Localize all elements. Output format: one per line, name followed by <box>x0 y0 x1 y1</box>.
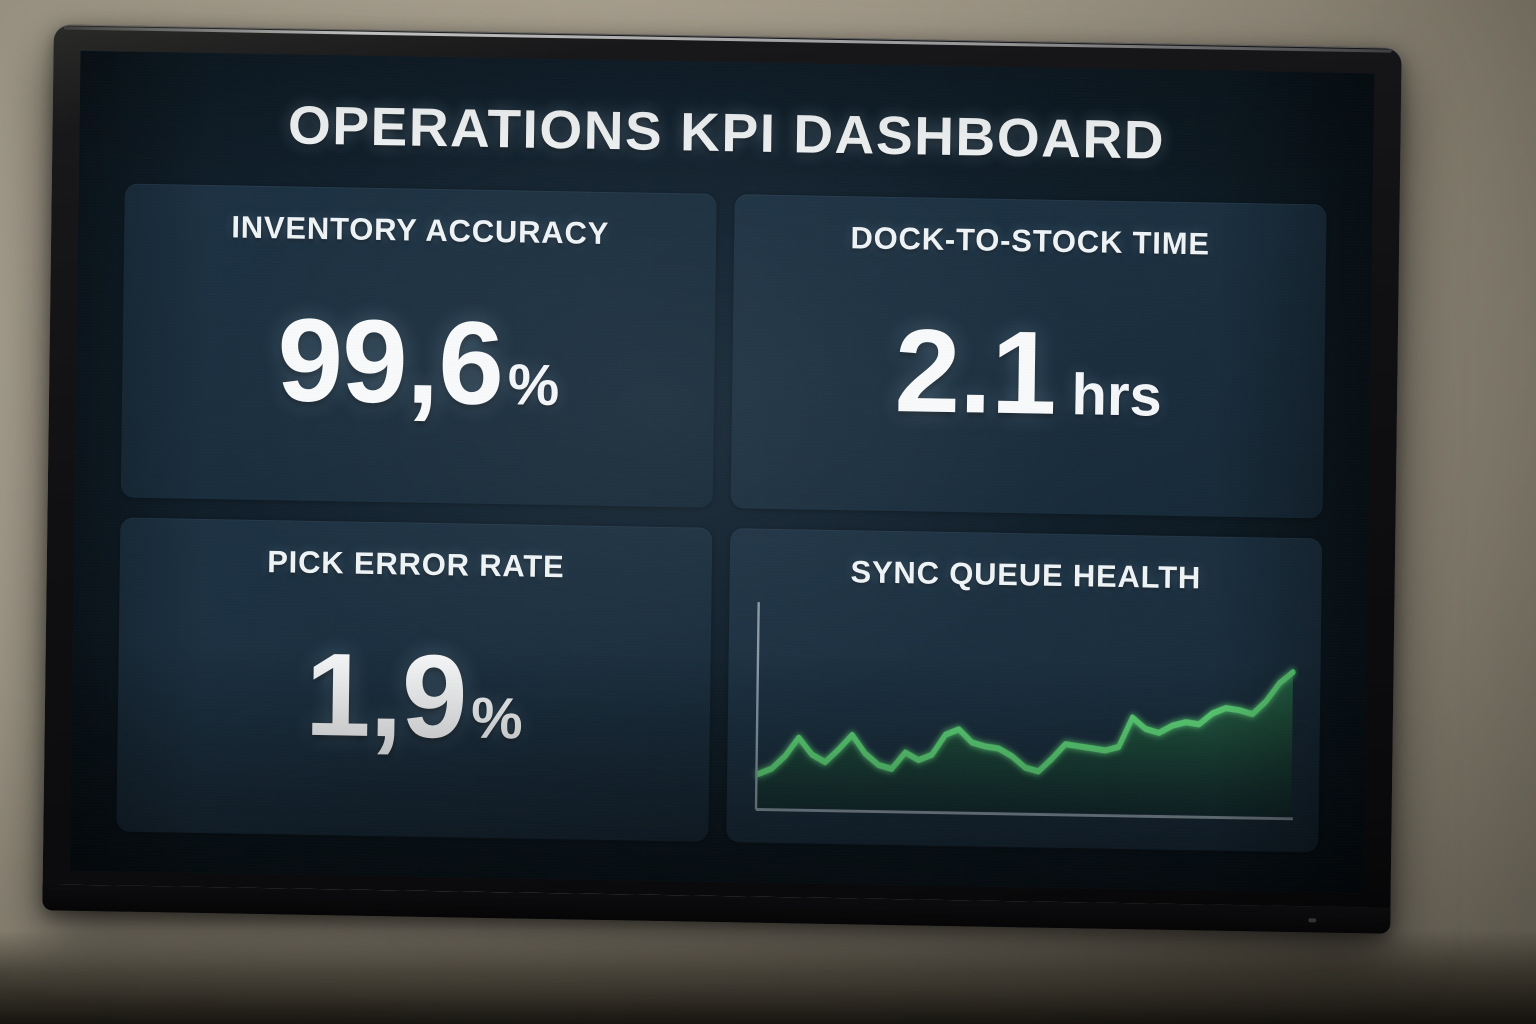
sparkline-area-fill <box>757 672 1294 817</box>
kpi-value-container: 99,6 % <box>143 241 694 486</box>
sync-queue-area-chart <box>754 602 1296 821</box>
kpi-value-row: 1,9 % <box>304 628 524 764</box>
power-led-icon <box>1308 918 1317 923</box>
kpi-unit-pick-error-rate: % <box>470 685 524 752</box>
kpi-label-pick-error-rate: PICK ERROR RATE <box>266 544 565 585</box>
kpi-unit-inventory-accuracy: % <box>507 352 560 419</box>
kpi-value-row: 2.1 hrs <box>893 305 1163 441</box>
monitor: OPERATIONS KPI DASHBOARD INVENTORY ACCUR… <box>42 24 1402 934</box>
kpi-value-pick-error-rate: 1,9 <box>304 628 468 764</box>
chart-y-axis <box>754 602 760 810</box>
monitor-screen: OPERATIONS KPI DASHBOARD INVENTORY ACCUR… <box>69 50 1375 894</box>
kpi-value-dock-to-stock-time: 2.1 <box>893 305 1057 441</box>
kpi-value-row: 99,6 % <box>276 294 561 431</box>
kpi-card-inventory-accuracy[interactable]: INVENTORY ACCURACY 99,6 % <box>120 183 717 508</box>
kpi-dashboard: OPERATIONS KPI DASHBOARD INVENTORY ACCUR… <box>70 51 1375 894</box>
kpi-value-inventory-accuracy: 99,6 <box>276 294 504 431</box>
sparkline-line <box>755 669 1296 778</box>
kpi-card-grid: INVENTORY ACCURACY 99,6 % DOCK-TO-STOCK … <box>116 183 1327 853</box>
dashboard-title: OPERATIONS KPI DASHBOARD <box>287 95 1166 171</box>
monitor-chin <box>42 884 1391 934</box>
kpi-card-dock-to-stock-time[interactable]: DOCK-TO-STOCK TIME 2.1 hrs <box>730 194 1327 519</box>
kpi-card-pick-error-rate[interactable]: PICK ERROR RATE 1,9 % <box>116 517 713 842</box>
chart-x-axis <box>755 808 1293 821</box>
sync-queue-sparkline-container <box>749 598 1300 831</box>
kpi-value-container: 2.1 hrs <box>753 252 1304 497</box>
bezel-top-highlight <box>63 26 1392 53</box>
kpi-label-sync-queue-health: SYNC QUEUE HEALTH <box>850 554 1202 596</box>
kpi-unit-dock-to-stock-time: hrs <box>1071 362 1163 429</box>
floor-shadow <box>0 930 1536 1024</box>
kpi-card-sync-queue-health[interactable]: SYNC QUEUE HEALTH <box>726 528 1323 853</box>
kpi-value-container: 1,9 % <box>139 575 690 820</box>
